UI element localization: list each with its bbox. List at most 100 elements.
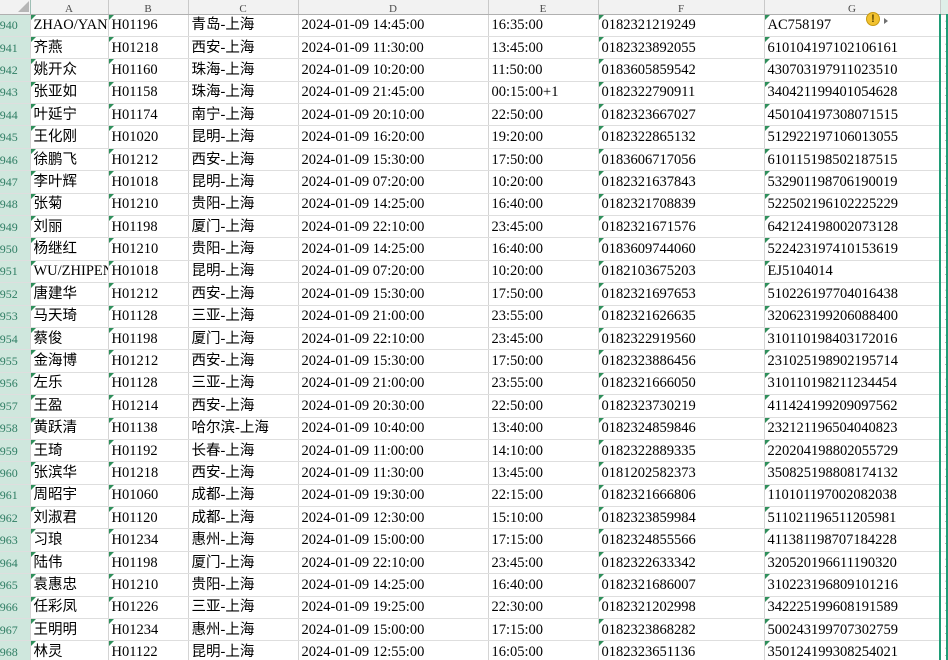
arrival-time-cell[interactable]: 16:35:00: [488, 14, 599, 37]
flight-code-cell[interactable]: H01060: [108, 484, 189, 508]
passenger-name-cell[interactable]: 林灵: [30, 640, 109, 660]
row-header[interactable]: 946: [0, 148, 31, 172]
departure-datetime-cell[interactable]: 2024-01-09 21:00:00: [298, 372, 489, 396]
passenger-name-cell[interactable]: 刘淑君: [30, 506, 109, 530]
departure-datetime-cell[interactable]: 2024-01-09 15:30:00: [298, 282, 489, 306]
route-cell[interactable]: 成都-上海: [188, 506, 299, 530]
row-header[interactable]: 968: [0, 640, 31, 660]
route-cell[interactable]: 南宁-上海: [188, 103, 299, 127]
row-header[interactable]: 966: [0, 596, 31, 620]
ticket-number-cell[interactable]: 0182323892055: [598, 36, 765, 60]
ticket-number-cell[interactable]: 0182323859984: [598, 506, 765, 530]
row-header[interactable]: 942: [0, 58, 31, 82]
table-row[interactable]: 956 左乐 H01128 三亚-上海 2024-01-09 21:00:00 23:55…: [0, 372, 948, 396]
passenger-name-cell[interactable]: 唐建华: [30, 282, 109, 306]
flight-code-cell[interactable]: H01196: [108, 14, 189, 37]
arrival-time-cell[interactable]: 13:45:00: [488, 461, 599, 485]
flight-code-cell[interactable]: H01120: [108, 506, 189, 530]
passenger-name-cell[interactable]: 李叶辉: [30, 170, 109, 194]
route-cell[interactable]: 哈尔滨-上海: [188, 417, 299, 440]
departure-datetime-cell[interactable]: 2024-01-09 15:30:00: [298, 148, 489, 172]
passenger-name-cell[interactable]: 姚开众: [30, 58, 109, 82]
flight-code-cell[interactable]: H01210: [108, 237, 189, 261]
route-cell[interactable]: 珠海-上海: [188, 58, 299, 82]
passenger-name-cell[interactable]: 刘丽: [30, 215, 109, 239]
id-number-cell[interactable]: 522423197410153619: [764, 237, 941, 261]
departure-datetime-cell[interactable]: 2024-01-09 07:20:00: [298, 260, 489, 284]
column-header-e[interactable]: E: [488, 0, 599, 15]
row-header[interactable]: 956: [0, 372, 31, 396]
departure-datetime-cell[interactable]: 2024-01-09 22:10:00: [298, 327, 489, 351]
arrival-time-cell[interactable]: 23:55:00: [488, 305, 599, 328]
id-number-cell[interactable]: 411424199209097562: [764, 394, 941, 418]
column-header-c[interactable]: C: [188, 0, 299, 15]
row-header[interactable]: 954: [0, 327, 31, 351]
route-cell[interactable]: 贵阳-上海: [188, 237, 299, 261]
table-row[interactable]: 949 刘丽 H01198 厦门-上海 2024-01-09 22:10:00 23:45…: [0, 215, 948, 239]
row-header[interactable]: 940: [0, 14, 31, 37]
table-row[interactable]: 958 黄跃清 H01138 哈尔滨-上海 2024-01-09 10:40:00 13:…: [0, 417, 948, 440]
row-header[interactable]: 949: [0, 215, 31, 239]
id-number-cell[interactable]: 320623199206088400: [764, 305, 941, 328]
table-row[interactable]: 965 袁惠忠 H01210 贵阳-上海 2024-01-09 14:25:00 16:4…: [0, 573, 948, 597]
ticket-number-cell[interactable]: 0183609744060: [598, 237, 765, 261]
table-row[interactable]: 967 王明明 H01234 惠州-上海 2024-01-09 15:00:00 17:1…: [0, 618, 948, 642]
arrival-time-cell[interactable]: 10:20:00: [488, 260, 599, 284]
id-number-cell[interactable]: 430703197911023510: [764, 58, 941, 82]
passenger-name-cell[interactable]: 马天琦: [30, 305, 109, 328]
id-number-cell[interactable]: 510226197704016438: [764, 282, 941, 306]
table-row[interactable]: 941 齐燕 H01218 西安-上海 2024-01-09 11:30:00 13:45…: [0, 36, 948, 60]
arrival-time-cell[interactable]: 22:15:00: [488, 484, 599, 508]
row-header[interactable]: 951: [0, 260, 31, 284]
row-header[interactable]: 944: [0, 103, 31, 127]
table-row[interactable]: 947 李叶辉 H01018 昆明-上海 2024-01-09 07:20:00 10:2…: [0, 170, 948, 194]
row-header[interactable]: 955: [0, 349, 31, 373]
ticket-number-cell[interactable]: 0182321626635: [598, 305, 765, 328]
arrival-time-cell[interactable]: 10:20:00: [488, 170, 599, 194]
arrival-time-cell[interactable]: 17:50:00: [488, 148, 599, 172]
flight-code-cell[interactable]: H01192: [108, 439, 189, 463]
flight-code-cell[interactable]: H01122: [108, 640, 189, 660]
passenger-name-cell[interactable]: 陆伟: [30, 551, 109, 575]
table-row[interactable]: 953 马天琦 H01128 三亚-上海 2024-01-09 21:00:00 23:5…: [0, 305, 948, 328]
flight-code-cell[interactable]: H01128: [108, 305, 189, 328]
passenger-name-cell[interactable]: 周昭宇: [30, 484, 109, 508]
arrival-time-cell[interactable]: 23:55:00: [488, 372, 599, 396]
arrival-time-cell[interactable]: 16:05:00: [488, 640, 599, 660]
flight-code-cell[interactable]: H01214: [108, 394, 189, 418]
route-cell[interactable]: 西安-上海: [188, 148, 299, 172]
departure-datetime-cell[interactable]: 2024-01-09 19:25:00: [298, 596, 489, 620]
error-warning-icon[interactable]: !: [866, 12, 880, 26]
flight-code-cell[interactable]: H01198: [108, 551, 189, 575]
arrival-time-cell[interactable]: 13:40:00: [488, 417, 599, 440]
id-number-cell[interactable]: 110101197002082038: [764, 484, 941, 508]
id-number-cell[interactable]: AC758197: [764, 14, 941, 37]
ticket-number-cell[interactable]: 0182324855566: [598, 528, 765, 552]
ticket-number-cell[interactable]: 0182321697653: [598, 282, 765, 306]
flight-code-cell[interactable]: H01226: [108, 596, 189, 620]
arrival-time-cell[interactable]: 22:50:00: [488, 103, 599, 127]
arrival-time-cell[interactable]: 17:15:00: [488, 618, 599, 642]
table-row[interactable]: 945 王化刚 H01020 昆明-上海 2024-01-09 16:20:00 19:2…: [0, 125, 948, 149]
route-cell[interactable]: 昆明-上海: [188, 640, 299, 660]
arrival-time-cell[interactable]: 16:40:00: [488, 573, 599, 597]
arrival-time-cell[interactable]: 00:15:00+1: [488, 81, 599, 105]
arrival-time-cell[interactable]: 11:50:00: [488, 58, 599, 82]
id-number-cell[interactable]: 411381198707184228: [764, 528, 941, 552]
ticket-number-cell[interactable]: 0182324859846: [598, 417, 765, 440]
route-cell[interactable]: 昆明-上海: [188, 125, 299, 149]
flight-code-cell[interactable]: H01128: [108, 372, 189, 396]
flight-code-cell[interactable]: H01234: [108, 618, 189, 642]
row-header[interactable]: 952: [0, 282, 31, 306]
route-cell[interactable]: 成都-上海: [188, 484, 299, 508]
departure-datetime-cell[interactable]: 2024-01-09 14:45:00: [298, 14, 489, 37]
departure-datetime-cell[interactable]: 2024-01-09 14:25:00: [298, 193, 489, 217]
route-cell[interactable]: 西安-上海: [188, 282, 299, 306]
passenger-name-cell[interactable]: WU/ZHIPENG: [30, 260, 109, 284]
departure-datetime-cell[interactable]: 2024-01-09 16:20:00: [298, 125, 489, 149]
ticket-number-cell[interactable]: 0182321666050: [598, 372, 765, 396]
flight-code-cell[interactable]: H01212: [108, 282, 189, 306]
row-header[interactable]: 965: [0, 573, 31, 597]
passenger-name-cell[interactable]: 蔡俊: [30, 327, 109, 351]
